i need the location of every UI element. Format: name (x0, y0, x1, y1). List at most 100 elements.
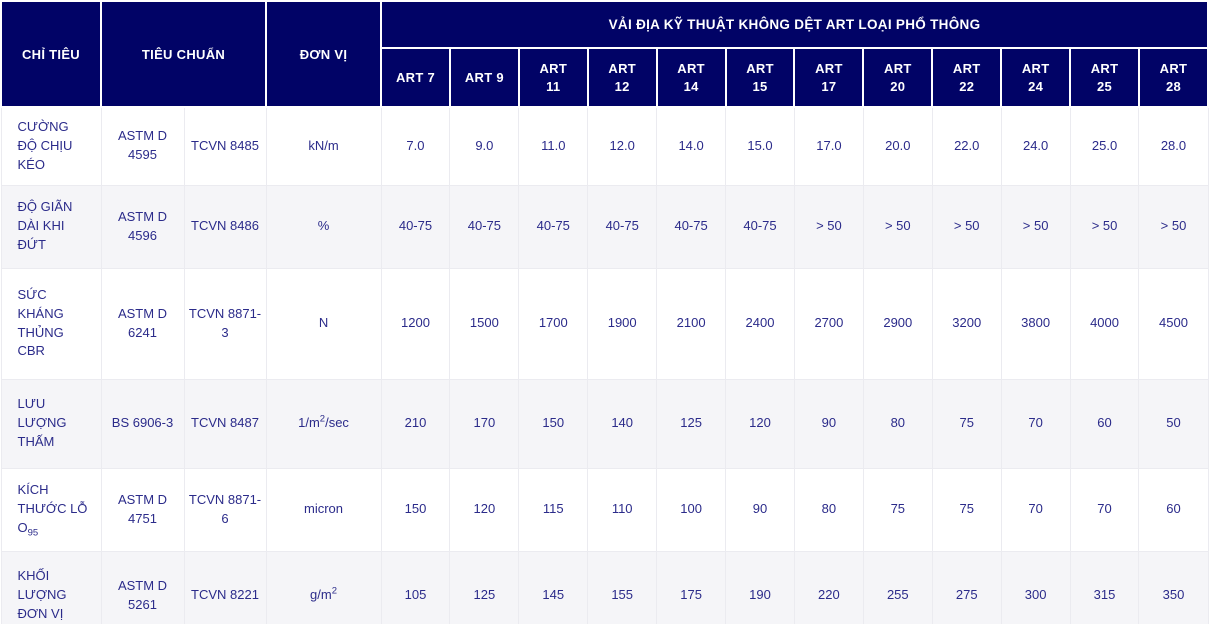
cell-value: 25.0 (1069, 106, 1140, 186)
cell-value: > 50 (862, 184, 933, 269)
cell-value: 275 (931, 550, 1002, 624)
table-row-elongation: ĐỘ GIÃN DÀI KHI ĐỨT ASTM D 4596 TCVN 848… (0, 184, 1209, 269)
header-col-art-20: ART 20 (862, 47, 934, 108)
header-col-art-22: ART 22 (931, 47, 1003, 108)
cell-value: 1200 (380, 267, 451, 380)
row-label: KHỐI LƯỢNG ĐƠN VỊ (0, 550, 102, 624)
cell-value: 75 (931, 378, 1002, 469)
cell-unit: % (265, 184, 382, 269)
cell-value: 145 (518, 550, 589, 624)
cell-value: > 50 (1138, 184, 1209, 269)
header-col-art-24: ART 24 (1000, 47, 1072, 108)
table-row-flow-rate: LƯU LƯỢNG THẤM BS 6906-3 TCVN 8487 1/m2/… (0, 378, 1209, 469)
cell-value: 40-75 (656, 184, 727, 269)
cell-value: 255 (862, 550, 933, 624)
cell-std-astm: BS 6906-3 (100, 378, 185, 469)
cell-std-tcvn: TCVN 8221 (183, 550, 267, 624)
cell-value: 40-75 (518, 184, 589, 269)
header-col-art-14: ART 14 (655, 47, 727, 108)
cell-value: 40-75 (725, 184, 795, 269)
cell-value: 140 (587, 378, 658, 469)
cell-value: 15.0 (725, 106, 795, 186)
cell-value: 60 (1138, 467, 1209, 552)
table-body: CƯỜNG ĐỘ CHỊU KÉO ASTM D 4595 TCVN 8485 … (0, 106, 1209, 624)
cell-value: 70 (1000, 378, 1071, 469)
cell-std-tcvn: TCVN 8486 (183, 184, 267, 269)
cell-value: 7.0 (380, 106, 451, 186)
cell-value: 2100 (656, 267, 727, 380)
cell-value: 120 (449, 467, 520, 552)
cell-unit: micron (265, 467, 382, 552)
row-label: CƯỜNG ĐỘ CHỊU KÉO (0, 106, 102, 186)
cell-value: > 50 (931, 184, 1002, 269)
cell-value: 40-75 (449, 184, 520, 269)
cell-value: 24.0 (1000, 106, 1071, 186)
cell-value: 90 (793, 378, 864, 469)
header-col-art-15: ART 15 (724, 47, 796, 108)
cell-value: 50 (1138, 378, 1209, 469)
cell-value: 2700 (793, 267, 864, 380)
unit-text: g/m (310, 587, 332, 603)
unit-superscript: 2 (331, 585, 337, 597)
cell-value: 110 (587, 467, 658, 552)
row-label: ĐỘ GIÃN DÀI KHI ĐỨT (0, 184, 102, 269)
cell-value: 12.0 (587, 106, 658, 186)
cell-value: > 50 (1069, 184, 1140, 269)
unit-text: /sec (325, 415, 349, 431)
row-label: KÍCH THƯỚC LỖ O95 (0, 467, 102, 552)
cell-value: 1700 (518, 267, 589, 380)
cell-value: 155 (587, 550, 658, 624)
cell-value: 2400 (725, 267, 795, 380)
cell-value: 40-75 (587, 184, 658, 269)
cell-value: 125 (656, 378, 727, 469)
header-col-art-7: ART 7 (380, 47, 451, 108)
cell-value: 22.0 (931, 106, 1002, 186)
cell-value: 3800 (1000, 267, 1071, 380)
cell-value: > 50 (793, 184, 864, 269)
table-row-tensile-strength: CƯỜNG ĐỘ CHỊU KÉO ASTM D 4595 TCVN 8485 … (0, 106, 1209, 186)
header-col-art-25: ART 25 (1069, 47, 1140, 108)
cell-std-tcvn: TCVN 8871-6 (183, 467, 267, 552)
cell-unit: N (265, 267, 382, 380)
cell-value: 100 (656, 467, 727, 552)
header-don-vi: ĐƠN VỊ (265, 0, 383, 108)
cell-value: 60 (1069, 378, 1140, 469)
header-col-art-17: ART 17 (793, 47, 865, 108)
cell-unit: g/m2 (265, 550, 382, 624)
cell-value: 3200 (931, 267, 1002, 380)
cell-value: 80 (793, 467, 864, 552)
cell-value: 17.0 (793, 106, 864, 186)
table-row-cbr-puncture: SỨC KHÁNG THỦNG CBR ASTM D 6241 TCVN 887… (0, 267, 1209, 380)
cell-value: 220 (793, 550, 864, 624)
cell-std-tcvn: TCVN 8485 (183, 106, 267, 186)
cell-value: 105 (380, 550, 451, 624)
cell-value: 350 (1138, 550, 1209, 624)
cell-value: 14.0 (656, 106, 727, 186)
cell-value: 40-75 (380, 184, 451, 269)
cell-std-tcvn: TCVN 8871-3 (183, 267, 267, 380)
cell-value: 4000 (1069, 267, 1140, 380)
cell-value: 90 (725, 467, 795, 552)
cell-value: 11.0 (518, 106, 589, 186)
row-label-subscript: 95 (27, 527, 39, 539)
cell-std-astm: ASTM D 5261 (100, 550, 185, 624)
cell-value: 70 (1069, 467, 1140, 552)
table-header: CHỈ TIÊU TIÊU CHUẨN ĐƠN VỊ VẢI ĐỊA KỸ TH… (0, 0, 1209, 108)
header-col-art-28: ART 28 (1137, 47, 1209, 108)
cell-value: 75 (862, 467, 933, 552)
cell-value: 210 (380, 378, 451, 469)
row-label: SỨC KHÁNG THỦNG CBR (0, 267, 102, 380)
header-group-row: CHỈ TIÊU TIÊU CHUẨN ĐƠN VỊ VẢI ĐỊA KỸ TH… (0, 0, 1209, 108)
cell-value: > 50 (1000, 184, 1071, 269)
cell-value: 175 (656, 550, 727, 624)
cell-value: 80 (862, 378, 933, 469)
header-group-title: VẢI ĐỊA KỸ THUẬT KHÔNG DỆT ART LOẠI PHỔ … (380, 0, 1209, 49)
unit-superscript: 2 (319, 413, 326, 425)
table-row-unit-weight: KHỐI LƯỢNG ĐƠN VỊ ASTM D 5261 TCVN 8221 … (0, 550, 1209, 624)
cell-value: 9.0 (449, 106, 520, 186)
cell-std-astm: ASTM D 4596 (100, 184, 185, 269)
header-product-row: ART 7 ART 9 ART 11 ART 12 ART 14 ART 15 … (1, 47, 1209, 108)
cell-value: 125 (449, 550, 520, 624)
